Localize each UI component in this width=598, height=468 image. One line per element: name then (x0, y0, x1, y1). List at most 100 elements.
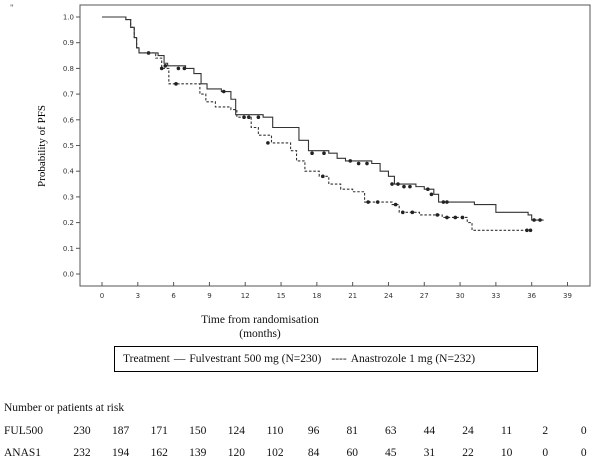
y-tick-label: 0.6 (63, 116, 75, 124)
risk-count: 22 (462, 447, 474, 459)
x-tick-label: 33 (491, 292, 500, 300)
risk-count: 0 (580, 425, 587, 437)
chart-legend: Treatment — Fulvestrant 500 mg (N=230) -… (114, 346, 538, 372)
x-tick-label: 18 (312, 292, 321, 300)
risk-count: 63 (385, 425, 397, 437)
censor-mark-2 (410, 210, 415, 215)
corner-mark: " (10, 3, 14, 13)
y-tick-label: 1.0 (63, 14, 74, 22)
risk-count: 45 (385, 447, 397, 459)
risk-count: 31 (423, 447, 436, 459)
censor-mark-1 (221, 89, 226, 94)
censor-mark-1 (182, 66, 187, 71)
censor-mark-2 (375, 200, 380, 204)
y-tick-label: 0.8 (63, 65, 74, 73)
plot-frame (79, 4, 591, 287)
censor-mark-2 (528, 228, 533, 233)
x-tick-label: 36 (527, 292, 536, 300)
risk-count: 124 (227, 425, 246, 437)
x-tick-label: 24 (384, 292, 393, 300)
censor-mark-2 (242, 115, 246, 120)
censor-mark-1 (426, 187, 430, 191)
censor-mark-1 (390, 182, 394, 186)
risk-count: 60 (346, 447, 358, 459)
risk-count: 0 (542, 447, 549, 459)
km-chart: 0.00.10.20.30.40.50.60.70.80.91.00 3 6 9 12 1… (36, 4, 591, 300)
risk-count: 232 (73, 447, 91, 459)
x-tick-label: 3 (136, 292, 140, 300)
censor-mark-2 (159, 66, 164, 71)
x-tick-label: 27 (420, 292, 429, 300)
chart-axes: 0.00.10.20.30.40.50.60.70.80.91.00 3 6 9 12 1… (63, 4, 591, 300)
risk-count: 194 (111, 447, 130, 459)
risk-row: ANAS1 232 194 162 139 120 102 84 60 45 31 22 10 0 0 (0, 447, 598, 463)
x-tick-label: 9 (207, 292, 211, 300)
legend-prefix: Treatment (123, 353, 170, 365)
x-axis-label: Time from randomisation (months) (150, 313, 370, 341)
risk-count: 139 (189, 447, 207, 459)
x-axis-label-line1: Time from randomisation (201, 314, 319, 326)
risk-count: 81 (346, 425, 358, 437)
risk-row: FUL500 230 187 171 150 124 110 96 81 63 44 24 11 2 0 (0, 425, 598, 441)
risk-count: 10 (500, 447, 513, 459)
censor-mark-1 (310, 151, 314, 156)
x-tick-label: 21 (348, 292, 357, 300)
x-tick-label: 15 (277, 292, 286, 300)
risk-count: 150 (189, 425, 207, 437)
y-tick-label: 0.1 (63, 245, 74, 253)
legend-item1-label: Fulvestrant 500 mg (N=230) (189, 353, 322, 365)
risk-count: 187 (111, 425, 130, 437)
censor-mark-2 (400, 210, 405, 215)
risk-table-title: Number or patients at risk (4, 402, 125, 414)
y-tick-label: 0.9 (63, 39, 74, 47)
y-tick-label: 0.3 (63, 193, 74, 201)
x-tick-label: 6 (171, 292, 176, 300)
y-tick-label: 0.5 (63, 142, 74, 150)
x-tick-label: 39 (563, 292, 572, 300)
series-line-1 (102, 16, 544, 221)
risk-count: 11 (501, 425, 513, 437)
censor-mark-2 (460, 215, 465, 220)
risk-count: 84 (307, 447, 320, 459)
censor-mark-2 (453, 215, 458, 220)
risk-count: 171 (150, 425, 168, 437)
censor-mark-1 (163, 64, 168, 68)
risk-count: 230 (73, 425, 91, 437)
censor-mark-2 (445, 215, 449, 220)
censor-mark-2 (393, 202, 398, 207)
x-tick-label: 30 (456, 292, 465, 300)
x-tick-label: 12 (241, 292, 250, 300)
censor-mark-1 (408, 184, 412, 189)
y-tick-label: 0.2 (63, 219, 74, 227)
risk-count: 2 (542, 425, 549, 437)
legend-item2-marker: ---- (331, 353, 347, 365)
legend-item2-label: Anastrozole 1 mg (N=232) (350, 353, 476, 365)
censor-mark-1 (532, 218, 536, 222)
censor-mark-1 (441, 200, 446, 204)
risk-count: 120 (227, 447, 246, 459)
y-axis-label: Probability of PFS (36, 105, 48, 187)
censor-mark-1 (538, 218, 542, 222)
x-tick-label: 0 (100, 292, 104, 300)
censor-mark-2 (435, 213, 440, 217)
censor-mark-2 (266, 141, 270, 145)
y-tick-label: 0.7 (63, 91, 74, 99)
risk-count: 0 (580, 447, 587, 459)
legend-item1-marker: — (173, 353, 186, 365)
censor-mark-1 (402, 184, 406, 189)
y-tick-label: 0.0 (63, 271, 74, 279)
risk-count: 44 (423, 425, 436, 437)
y-tick-label: 0.4 (63, 168, 75, 176)
censor-mark-1 (445, 200, 449, 204)
censor-mark-2 (366, 200, 370, 204)
risk-count: 162 (150, 447, 168, 459)
censor-mark-2 (525, 228, 529, 233)
risk-row-label: ANAS1 (4, 447, 42, 459)
risk-count: 110 (266, 425, 284, 437)
censor-mark-1 (396, 182, 400, 186)
chart-curves (102, 16, 544, 233)
censor-mark-1 (176, 66, 181, 71)
censor-mark-1 (256, 115, 261, 120)
risk-count: 96 (307, 425, 320, 437)
risk-count: 24 (462, 425, 474, 437)
